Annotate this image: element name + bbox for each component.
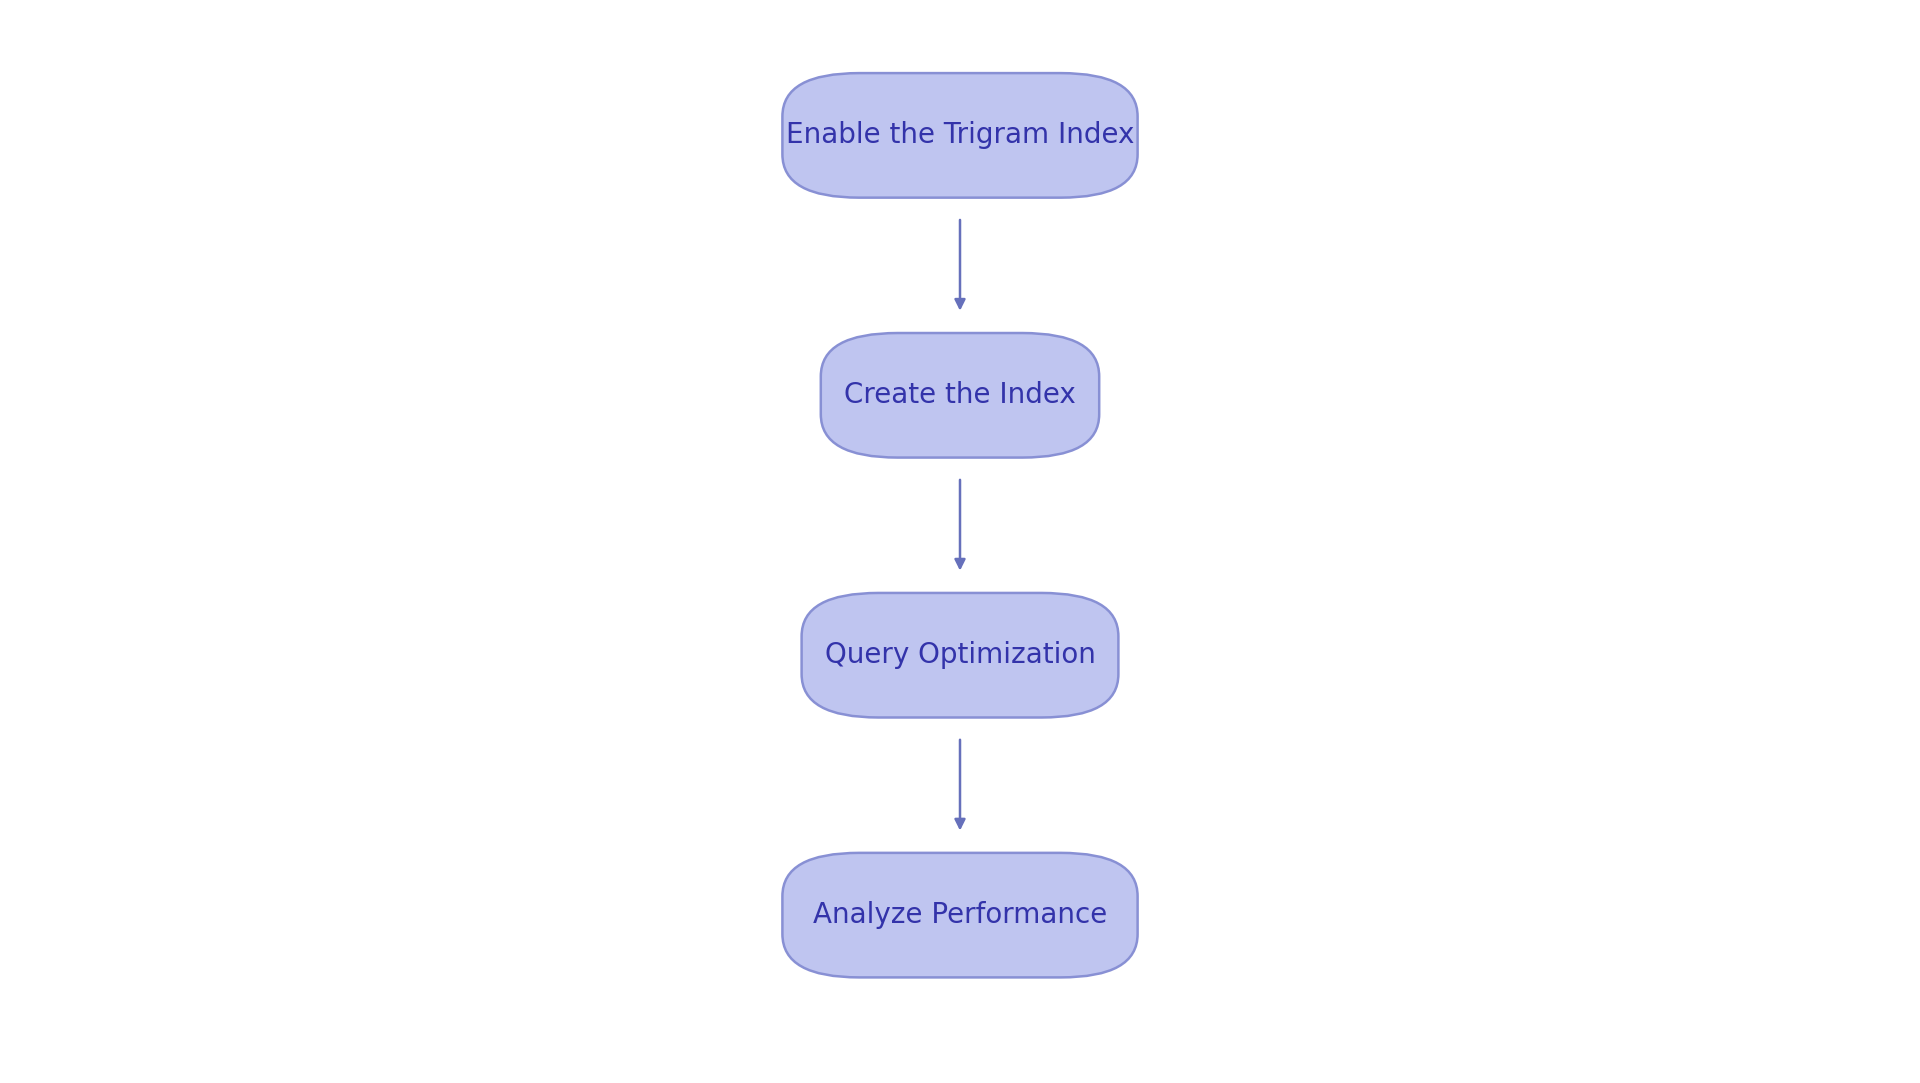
Text: Create the Index: Create the Index (845, 381, 1075, 409)
FancyBboxPatch shape (801, 593, 1117, 717)
Text: Query Optimization: Query Optimization (824, 641, 1096, 669)
FancyBboxPatch shape (783, 74, 1137, 198)
Text: Analyze Performance: Analyze Performance (812, 901, 1108, 929)
Text: Enable the Trigram Index: Enable the Trigram Index (785, 121, 1135, 149)
FancyBboxPatch shape (822, 334, 1098, 457)
FancyBboxPatch shape (783, 853, 1137, 977)
